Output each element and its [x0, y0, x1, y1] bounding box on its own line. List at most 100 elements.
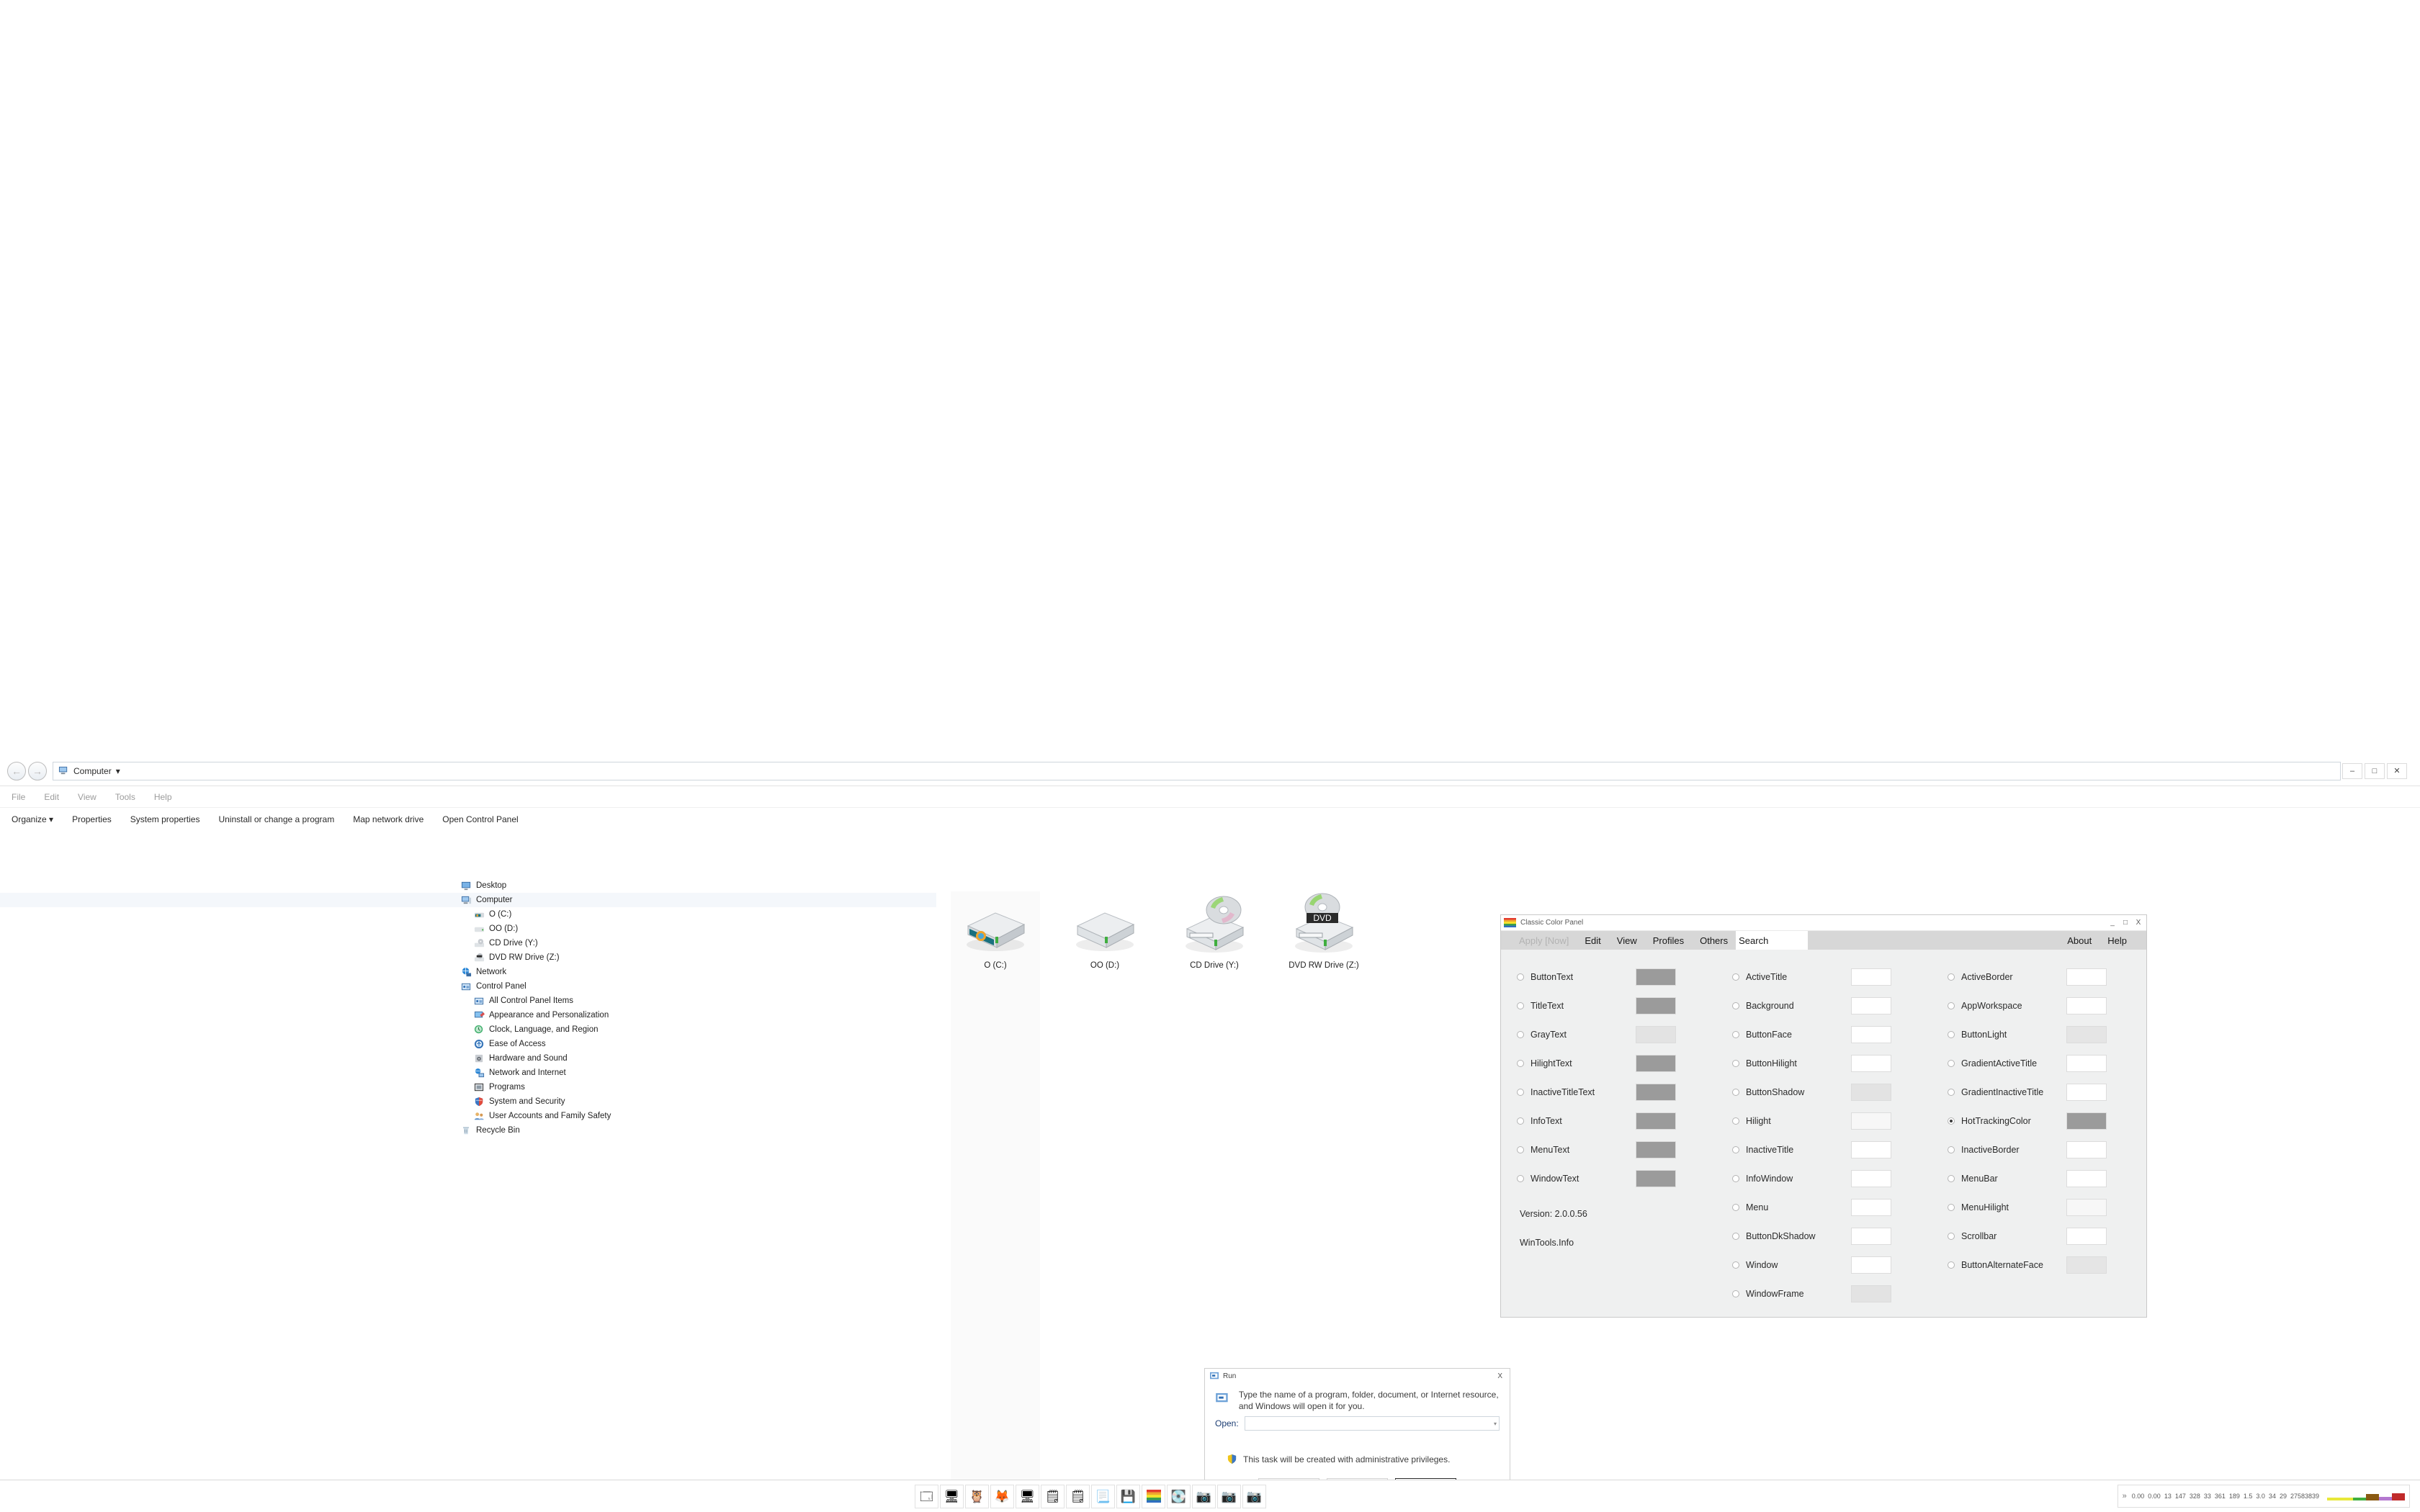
color-row-hilight[interactable]: Hilight: [1716, 1107, 1932, 1135]
radio-menuhilight[interactable]: [1948, 1204, 1955, 1211]
color-swatch-hottrackingcolor[interactable]: [2066, 1112, 2107, 1130]
system-tray[interactable]: » 0.00 0.00 13 147 328 33 361 189 1.5 3.…: [2117, 1485, 2410, 1508]
website-label[interactable]: WinTools.Info: [1520, 1238, 1574, 1248]
color-row-buttonshadow[interactable]: ButtonShadow: [1716, 1078, 1932, 1107]
toolbar-properties[interactable]: Properties: [72, 814, 112, 824]
color-swatch-scrollbar[interactable]: [2066, 1228, 2107, 1245]
color-row-menuhilight[interactable]: MenuHilight: [1932, 1193, 2147, 1222]
color-swatch-inactiveborder[interactable]: [2066, 1141, 2107, 1158]
close-icon[interactable]: X: [2136, 919, 2141, 927]
tree-item-user-accounts-and-family-safety[interactable]: User Accounts and Family Safety: [0, 1109, 936, 1123]
color-row-activeborder[interactable]: ActiveBorder: [1932, 963, 2147, 991]
color-row-infotext[interactable]: InfoText: [1501, 1107, 1716, 1135]
toolbar-system-properties[interactable]: System properties: [130, 814, 200, 824]
color-row-inactivetitle[interactable]: InactiveTitle: [1716, 1135, 1932, 1164]
color-swatch-windowframe[interactable]: [1851, 1285, 1891, 1302]
menu-edit[interactable]: Edit: [1585, 935, 1601, 946]
radio-scrollbar[interactable]: [1948, 1233, 1955, 1240]
color-swatch-buttontext[interactable]: [1636, 968, 1676, 986]
tree-item-appearance-and-personalization[interactable]: Appearance and Personalization: [0, 1008, 936, 1022]
color-swatch-window[interactable]: [1851, 1256, 1891, 1274]
radio-inactivetitle[interactable]: [1732, 1146, 1739, 1153]
taskbar-rainbow-color-panel-icon[interactable]: [1142, 1484, 1165, 1508]
color-swatch-buttonlight[interactable]: [2066, 1026, 2107, 1043]
taskbar-notepad2-icon[interactable]: 🗒: [1066, 1484, 1090, 1508]
toolbar-map-network-drive[interactable]: Map network drive: [353, 814, 424, 824]
color-swatch-buttonface[interactable]: [1851, 1026, 1891, 1043]
taskbar-screenshot-tool2-icon[interactable]: 📷: [1242, 1484, 1266, 1508]
tree-item-desktop[interactable]: Desktop: [0, 878, 936, 893]
color-swatch-buttonshadow[interactable]: [1851, 1084, 1891, 1101]
taskbar-screenshot-tool-icon[interactable]: 📷: [1192, 1484, 1216, 1508]
color-swatch-gradientinactivetitle[interactable]: [2066, 1084, 2107, 1101]
radio-buttonface[interactable]: [1732, 1031, 1739, 1038]
color-swatch-gradientactivetitle[interactable]: [2066, 1055, 2107, 1072]
tree-item-hardware-and-sound[interactable]: Hardware and Sound: [0, 1051, 936, 1066]
taskbar-firefox-icon[interactable]: 🦊: [990, 1484, 1014, 1508]
color-row-background[interactable]: Background: [1716, 991, 1932, 1020]
color-row-activetitle[interactable]: ActiveTitle: [1716, 963, 1932, 991]
color-row-hilighttext[interactable]: HilightText: [1501, 1049, 1716, 1078]
radio-infowindow[interactable]: [1732, 1175, 1739, 1182]
radio-menu[interactable]: [1732, 1204, 1739, 1211]
search-input[interactable]: Search: [1736, 931, 1809, 950]
color-row-menutext[interactable]: MenuText: [1501, 1135, 1716, 1164]
tree-item-oo-d[interactable]: OO (D:): [0, 922, 936, 936]
radio-appworkspace[interactable]: [1948, 1002, 1955, 1009]
tree-item-system-and-security[interactable]: System and Security: [0, 1094, 936, 1109]
color-row-scrollbar[interactable]: Scrollbar: [1932, 1222, 2147, 1251]
color-swatch-inactivetitletext[interactable]: [1636, 1084, 1676, 1101]
drive-item-cd-drive-y[interactable]: CD Drive (Y:): [1170, 891, 1259, 1480]
color-row-gradientinactivetitle[interactable]: GradientInactiveTitle: [1932, 1078, 2147, 1107]
color-swatch-menutext[interactable]: [1636, 1141, 1676, 1158]
menu-others[interactable]: Others: [1700, 935, 1729, 946]
chevron-down-icon[interactable]: ▾: [115, 765, 120, 776]
tree-item-computer[interactable]: Computer: [0, 893, 936, 907]
color-row-menubar[interactable]: MenuBar: [1932, 1164, 2147, 1193]
menu-edit[interactable]: Edit: [44, 791, 60, 802]
tree-item-network-and-internet[interactable]: Network and Internet: [0, 1066, 936, 1080]
color-swatch-menu[interactable]: [1851, 1199, 1891, 1216]
toolbar-uninstall-or-change-a-program[interactable]: Uninstall or change a program: [218, 814, 335, 824]
menu-file[interactable]: File: [12, 791, 26, 802]
drive-item-dvd-rw-drive-z[interactable]: DVD DVD RW Drive (Z:): [1279, 891, 1368, 1480]
color-swatch-hilighttext[interactable]: [1636, 1055, 1676, 1072]
color-row-buttonlight[interactable]: ButtonLight: [1932, 1020, 2147, 1049]
color-swatch-inactivetitle[interactable]: [1851, 1141, 1891, 1158]
radio-background[interactable]: [1732, 1002, 1739, 1009]
radio-titletext[interactable]: [1517, 1002, 1524, 1009]
radio-hottrackingcolor[interactable]: [1948, 1117, 1955, 1125]
apply-now-button[interactable]: Apply [Now]: [1519, 935, 1569, 946]
radio-menubar[interactable]: [1948, 1175, 1955, 1182]
radio-window[interactable]: [1732, 1261, 1739, 1269]
color-row-infowindow[interactable]: InfoWindow: [1716, 1164, 1932, 1193]
color-swatch-hilight[interactable]: [1851, 1112, 1891, 1130]
radio-gradientinactivetitle[interactable]: [1948, 1089, 1955, 1096]
taskbar-document-icon[interactable]: 📃: [1091, 1484, 1115, 1508]
taskbar-notepad-icon[interactable]: 🗒: [1041, 1484, 1065, 1508]
tree-item-control-panel[interactable]: Control Panel: [0, 979, 936, 994]
color-swatch-menuhilight[interactable]: [2066, 1199, 2107, 1216]
toolbar-organize[interactable]: Organize ▾: [12, 814, 54, 824]
radio-buttonlight[interactable]: [1948, 1031, 1955, 1038]
color-row-window[interactable]: Window: [1716, 1251, 1932, 1279]
taskbar-owl-app-icon[interactable]: 🦉: [965, 1484, 989, 1508]
color-swatch-infowindow[interactable]: [1851, 1170, 1891, 1187]
minimize-icon[interactable]: _: [2110, 919, 2115, 927]
color-swatch-background[interactable]: [1851, 997, 1891, 1014]
tree-item-ease-of-access[interactable]: Ease of Access: [0, 1037, 936, 1051]
radio-gradientactivetitle[interactable]: [1948, 1060, 1955, 1067]
back-button[interactable]: ←: [7, 761, 26, 780]
color-swatch-infotext[interactable]: [1636, 1112, 1676, 1130]
color-swatch-appworkspace[interactable]: [2066, 997, 2107, 1014]
menu-tools[interactable]: Tools: [115, 791, 135, 802]
menu-profiles[interactable]: Profiles: [1652, 935, 1685, 946]
tree-item-recycle-bin[interactable]: Recycle Bin: [0, 1123, 936, 1138]
color-swatch-activeborder[interactable]: [2066, 968, 2107, 986]
radio-buttondkshadow[interactable]: [1732, 1233, 1739, 1240]
tree-item-clock-language-and-region[interactable]: Clock, Language, and Region: [0, 1022, 936, 1037]
color-swatch-activetitle[interactable]: [1851, 968, 1891, 986]
color-row-buttondkshadow[interactable]: ButtonDkShadow: [1716, 1222, 1932, 1251]
color-row-windowframe[interactable]: WindowFrame: [1716, 1279, 1932, 1308]
color-row-windowtext[interactable]: WindowText: [1501, 1164, 1716, 1193]
